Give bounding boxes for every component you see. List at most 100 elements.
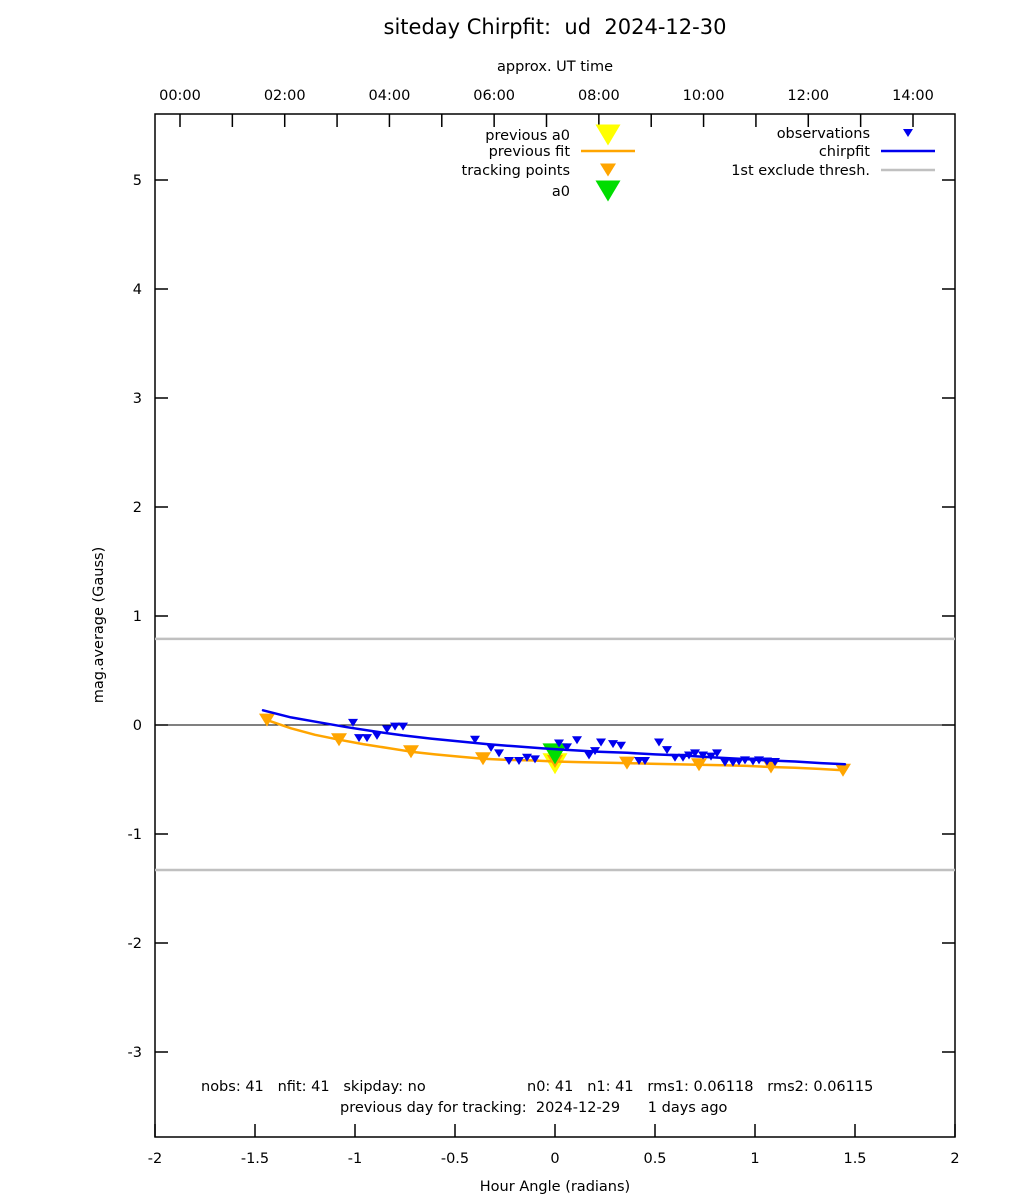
- observations-point: [590, 747, 600, 756]
- y-tick-label: 5: [133, 173, 142, 189]
- legend-marker-triangle-large: [595, 124, 621, 146]
- top-tick-label: 00:00: [159, 88, 201, 104]
- observations-point: [486, 743, 496, 752]
- legend-marker-triangle-small: [600, 163, 616, 177]
- legend-entry: previous fit: [489, 144, 635, 160]
- tracking-points-point: [403, 745, 419, 759]
- observations-point: [684, 751, 694, 760]
- legend-entry: previous a0: [485, 124, 621, 146]
- observations-point: [348, 718, 358, 727]
- observations-point: [514, 756, 524, 765]
- stats-counts-left: nobs: 41 nfit: 41 skipday: no: [201, 1079, 426, 1095]
- y-tick-label: 1: [133, 609, 142, 625]
- data-series-layer: [155, 637, 955, 872]
- observations-point: [504, 756, 514, 765]
- tracking-points-point: [475, 752, 491, 766]
- observations-point: [662, 746, 672, 755]
- plot-border: [154, 113, 956, 1138]
- top-tick-label: 02:00: [264, 88, 306, 104]
- chart-title: siteday Chirpfit: ud 2024-12-30: [384, 15, 727, 39]
- observations-point: [712, 749, 722, 758]
- observations-point: [608, 740, 618, 749]
- tracking-points-point: [619, 756, 635, 770]
- legend-entry: 1st exclude thresh.: [731, 163, 935, 179]
- observations-point: [740, 756, 750, 765]
- y-tick-label: 3: [133, 391, 142, 407]
- tracking-points-point: [691, 758, 707, 772]
- x-tick-label: 1.5: [843, 1151, 866, 1167]
- x-tick-label: 0: [550, 1151, 559, 1167]
- observations-point: [522, 753, 532, 762]
- observations-point: [654, 738, 664, 747]
- top-tick-label: 12:00: [787, 88, 829, 104]
- y-tick-label: 0: [133, 718, 142, 734]
- observations-point: [470, 735, 480, 744]
- observations-point: [670, 753, 680, 762]
- observations-point: [584, 751, 594, 760]
- observations-point: [354, 734, 364, 743]
- observations-point: [372, 731, 382, 740]
- y-tick-label: -2: [128, 936, 142, 952]
- observations-point: [494, 749, 504, 758]
- observations-point: [596, 738, 606, 747]
- legend-entry: chirpfit: [819, 144, 935, 160]
- observations-point: [530, 755, 540, 764]
- observations-point: [720, 758, 730, 767]
- x-tick-label: -0.5: [441, 1151, 469, 1167]
- legend-label: previous a0: [485, 128, 570, 144]
- x-tick-label: -1.5: [241, 1151, 269, 1167]
- observations-point: [698, 751, 708, 760]
- observations-point: [398, 722, 408, 731]
- observations-point: [562, 743, 572, 752]
- top-tick-label: 06:00: [473, 88, 515, 104]
- legend-entry: a0: [552, 180, 621, 202]
- observations-point: [554, 739, 564, 748]
- legend-label: observations: [777, 126, 870, 142]
- observations-point: [390, 722, 400, 731]
- x-tick-label: 2: [950, 1151, 959, 1167]
- legend-label: tracking points: [462, 163, 570, 179]
- y-tick-label: -1: [128, 827, 142, 843]
- y-tick-label: -3: [128, 1045, 142, 1061]
- x-tick-label: 0.5: [643, 1151, 666, 1167]
- top-tick-label: 04:00: [369, 88, 411, 104]
- top-tick-label: 08:00: [578, 88, 620, 104]
- observations-point: [770, 758, 780, 767]
- top-tick-label: 10:00: [683, 88, 725, 104]
- observations-point: [762, 757, 772, 766]
- observations-point: [572, 736, 582, 745]
- observations-point: [728, 758, 738, 767]
- y-axis-label: mag.average (Gauss): [91, 547, 107, 704]
- legend-entry: observations: [777, 126, 913, 142]
- tracking-points-point: [835, 763, 851, 777]
- y-tick-label: 4: [133, 282, 142, 298]
- x-axis-label: Hour Angle (radians): [480, 1179, 630, 1195]
- legend-label: 1st exclude thresh.: [731, 163, 870, 179]
- plot-frame: -3 -2 -1 0 1 2 3 4 5 -2 -1.5 -1 -0.5 0 0.5 1 1.5 2 00:00 02…: [128, 88, 960, 1167]
- x-tick-label: -2: [148, 1151, 162, 1167]
- observations-point: [754, 756, 764, 765]
- y-tick-label: 2: [133, 500, 142, 516]
- observations-point: [706, 752, 716, 761]
- x-tick-label: 1: [750, 1151, 759, 1167]
- stats-counts-right: n0: 41 n1: 41 rms1: 0.06118 rms2: 0.0611…: [527, 1079, 873, 1095]
- stats-previous-day: previous day for tracking: 2024-12-29 1 …: [340, 1100, 728, 1116]
- observations-point: [362, 734, 372, 743]
- tracking-points-point: [259, 713, 275, 727]
- tracking-points-point: [331, 733, 347, 747]
- observations-point: [734, 757, 744, 766]
- legend-marker-triangle-tiny: [903, 129, 913, 137]
- legend-label: chirpfit: [819, 144, 870, 160]
- top-tick-label: 14:00: [892, 88, 934, 104]
- legend-label: previous fit: [489, 144, 571, 160]
- observations-point: [616, 741, 626, 750]
- x-tick-label: -1: [348, 1151, 362, 1167]
- observations-point: [382, 725, 392, 734]
- observations-point: [690, 749, 700, 758]
- legend-entry: tracking points: [462, 163, 616, 179]
- legend-marker-triangle-large: [595, 180, 621, 202]
- observations-point: [748, 757, 758, 766]
